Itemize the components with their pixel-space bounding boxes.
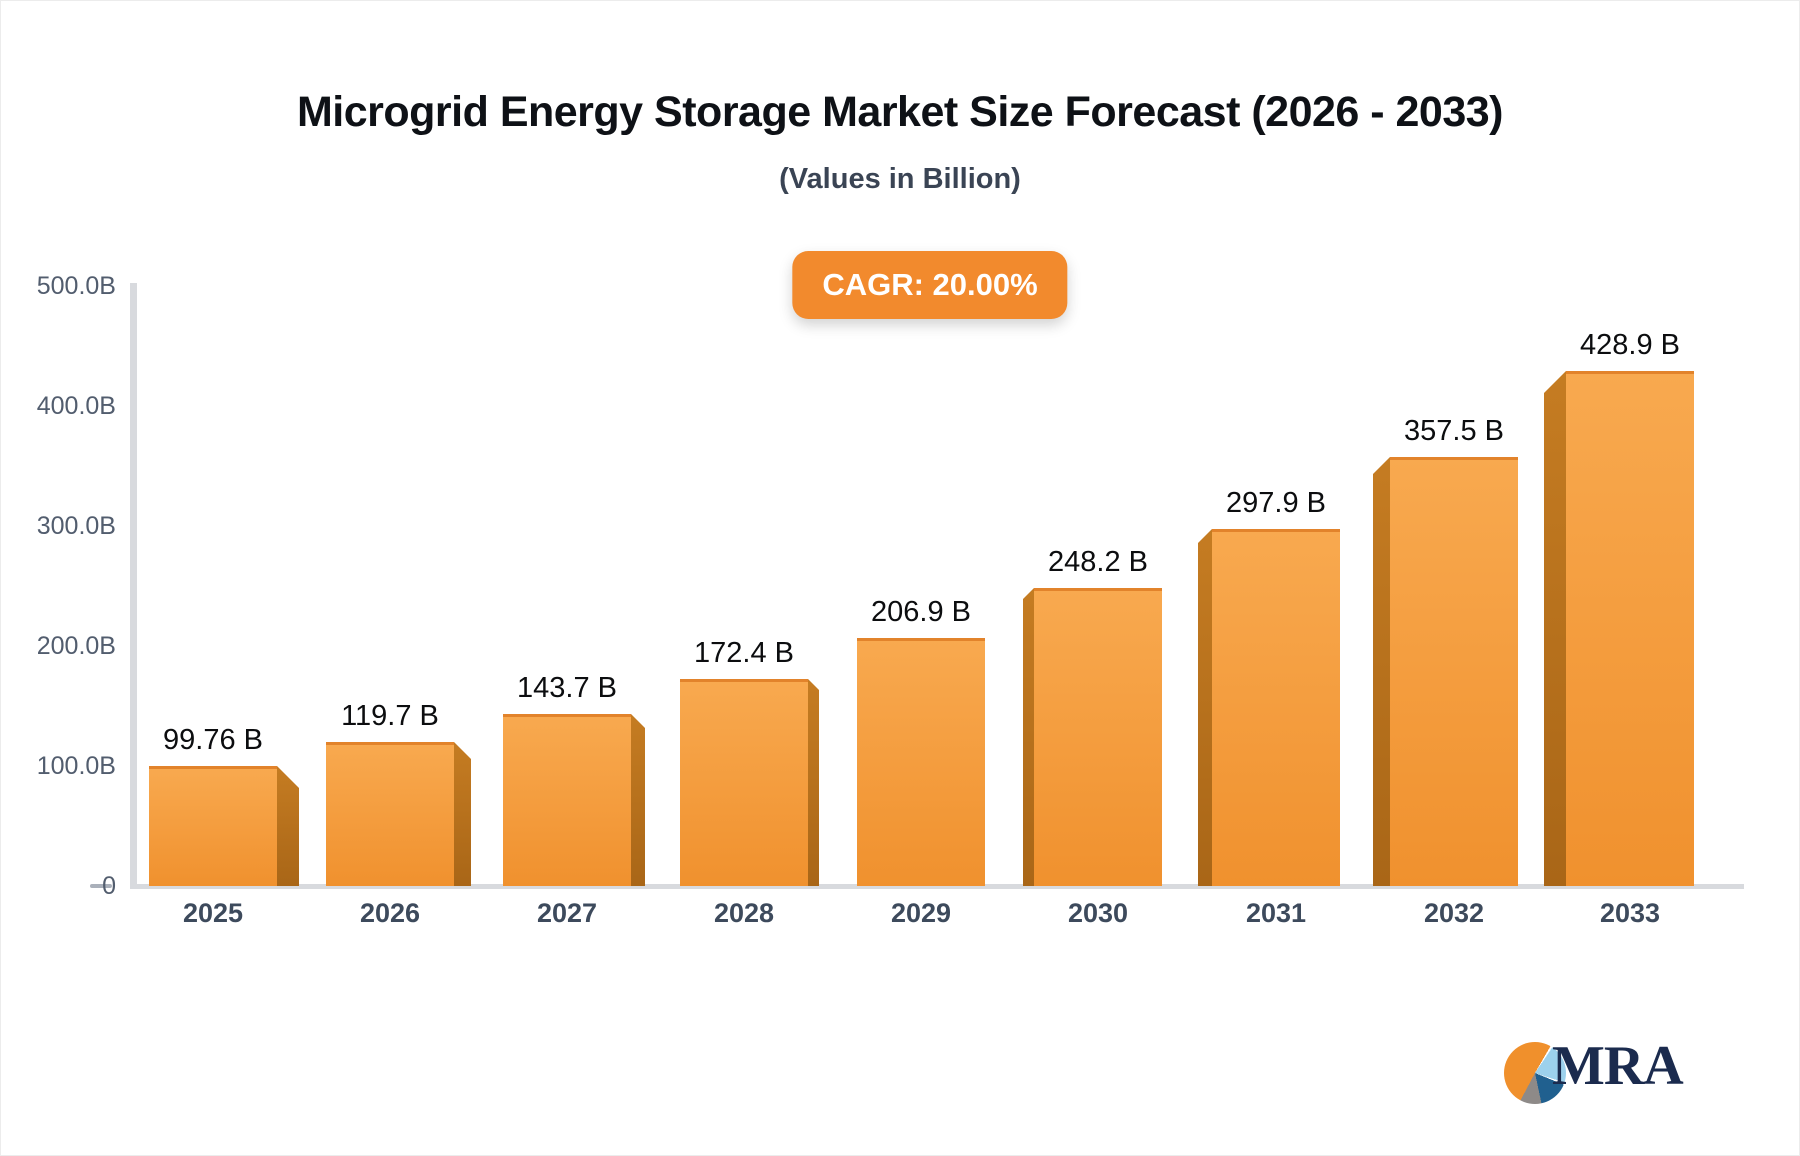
y-tick-label-300.0B: 300.0B [36,512,116,540]
bar-value-label: 357.5 B [1404,415,1504,447]
bar-value-label: 119.7 B [341,700,439,732]
bar-value-label: 428.9 B [1580,329,1680,361]
x-axis-line [130,884,1744,889]
year-label-2026: 2026 [359,898,421,928]
year-label-2032: 2032 [1423,898,1485,928]
y-tick-label-400.0B: 400.0B [36,392,116,420]
y-tick-label-200.0B: 200.0B [36,632,116,660]
zero-tick-dash [90,884,112,888]
year-label-2028: 2028 [713,898,775,928]
bar-value-label: 248.2 B [1048,546,1148,578]
bar-value-label: 297.9 B [1226,487,1326,519]
year-label-2025: 2025 [182,898,244,928]
bar-side-face [277,766,299,886]
bar-side-face [631,714,645,886]
bar-front-face [680,679,808,886]
mra-logo: MRA [1502,1034,1722,1104]
plot-area: 99.76 B 119.7 B 143.7 B 172.4 B 206.9 B 248.2… [137,286,1744,886]
pie-chart-logo-icon [1504,1042,1566,1104]
bar-front-face [149,766,277,886]
y-tick-label-100.0B: 100.0B [36,752,116,780]
bar-value-label: 206.9 B [871,596,971,628]
chart-title: Microgrid Energy Storage Market Size For… [296,88,1504,136]
year-label-2029: 2029 [890,898,952,928]
bar-side-face [808,679,819,886]
y-tick-label-0: 0 [102,872,116,900]
bar-front-face [1212,529,1340,886]
year-label-2030: 2030 [1067,898,1129,928]
bar-side-face [1544,371,1566,886]
bar-side-face [1023,588,1034,886]
bar-front-face [1034,588,1162,886]
y-tick-label-500.0B: 500.0B [36,272,116,300]
year-label-2033: 2033 [1599,898,1661,928]
cagr-badge: CAGR: 20.00% [792,251,1068,319]
bar-front-face [326,742,454,886]
bar-side-face [1373,457,1390,886]
chart-subtitle: (Values in Billion) [779,163,1021,195]
bar-value-label: 172.4 B [694,637,794,669]
year-label-2031: 2031 [1245,898,1307,928]
logo-text: MRA [1552,1035,1684,1097]
bar-side-face [454,742,471,886]
bar-side-face [1198,529,1212,886]
y-axis-line [130,283,137,888]
bar-front-face [1390,457,1518,886]
year-label-2027: 2027 [536,898,598,928]
bar-value-label: 143.7 B [517,672,617,704]
bar-front-face [857,638,985,886]
bar-front-face [1566,371,1694,886]
bar-front-face [503,714,631,886]
bar-value-label: 99.76 B [163,724,263,756]
